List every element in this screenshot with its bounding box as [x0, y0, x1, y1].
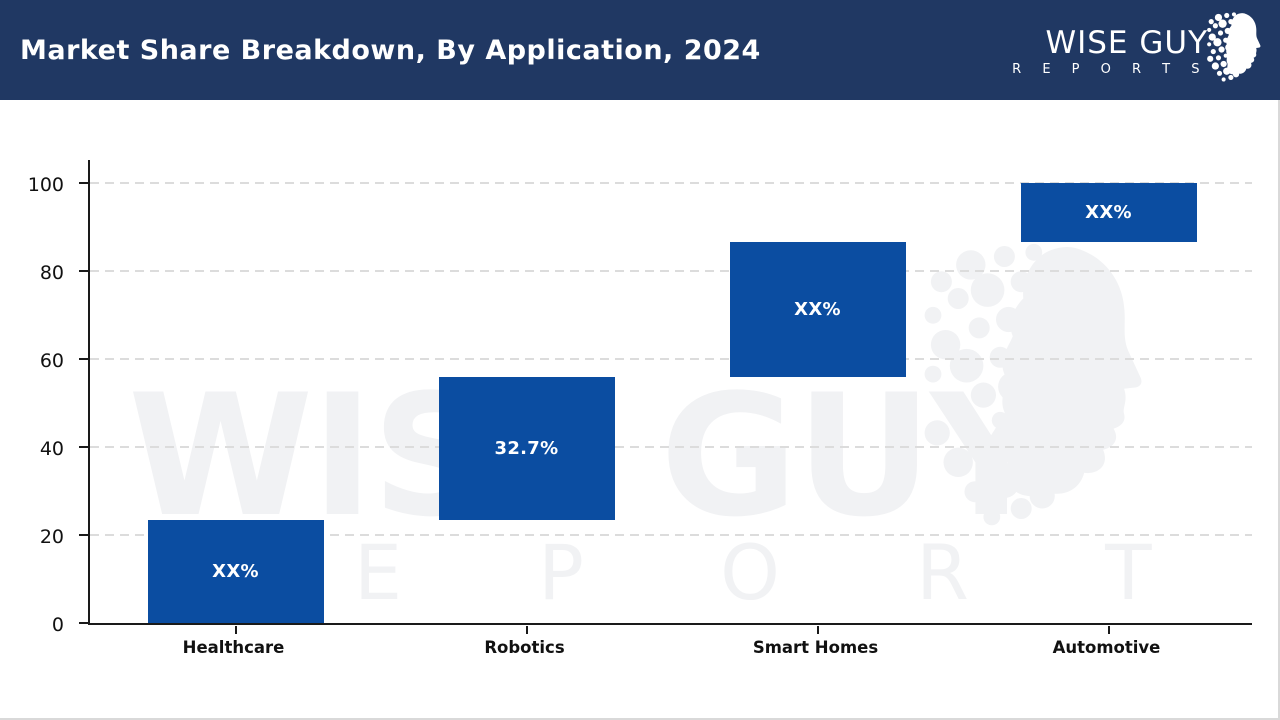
x-axis-labels: Healthcare Robotics Smart Homes Automotive	[88, 638, 1252, 668]
y-tick-80	[79, 269, 88, 272]
x-axis-label-healthcare: Healthcare	[182, 638, 285, 657]
x-axis-label-robotics: Robotics	[484, 638, 565, 657]
head-profile-icon	[1204, 8, 1266, 90]
logo-text: WISE GUY R E P O R T S	[1008, 27, 1208, 78]
bar-smart-homes: XX%	[729, 241, 906, 377]
gridline-80	[90, 270, 1252, 272]
y-tick-20	[79, 533, 88, 536]
x-tick-healthcare	[234, 626, 237, 634]
bar-healthcare: XX%	[147, 520, 324, 623]
chart-area: WISE GUY R E P O R T S 0 20 40 60 80 100 XX% 3…	[0, 100, 1280, 720]
x-tick-automotive	[1107, 626, 1110, 634]
y-tick-label-20: 20	[39, 526, 64, 548]
x-axis-label-automotive: Automotive	[1052, 638, 1161, 657]
y-axis-labels: 0 20 40 60 80 100	[0, 160, 80, 636]
logo-subtitle: R E P O R T S	[1012, 62, 1208, 78]
bar-value-label-automotive: XX%	[1085, 201, 1132, 223]
header-banner: Market Share Breakdown, By Application, …	[0, 0, 1280, 100]
bar-automotive: XX%	[1020, 183, 1197, 242]
y-tick-label-40: 40	[39, 438, 64, 460]
watermark-subtitle: R E P O R T S	[165, 528, 1280, 617]
plot-region: XX% 32.7% XX% XX%	[79, 160, 1252, 634]
gridline-40	[90, 446, 1252, 448]
y-tick-0	[79, 621, 88, 624]
gridline-20	[90, 534, 1252, 536]
page-title: Market Share Breakdown, By Application, …	[20, 34, 761, 66]
x-tick-robotics	[525, 626, 528, 634]
y-tick-100	[79, 181, 88, 184]
y-tick-40	[79, 445, 88, 448]
x-tick-smart-homes	[816, 626, 819, 634]
y-tick-label-100: 100	[27, 174, 64, 196]
logo-wordmark: WISE GUY	[1045, 24, 1208, 61]
bar-robotics: 32.7%	[438, 376, 615, 521]
y-tick-60	[79, 357, 88, 360]
y-tick-label-80: 80	[39, 262, 64, 284]
gridline-60	[90, 358, 1252, 360]
bar-value-label-smart-homes: XX%	[794, 298, 841, 320]
y-tick-label-60: 60	[39, 350, 64, 372]
x-axis-label-smart-homes: Smart Homes	[752, 638, 879, 657]
y-tick-label-0: 0	[51, 614, 64, 636]
wise-guy-logo: WISE GUY R E P O R T S	[1008, 8, 1266, 90]
bar-value-label-robotics: 32.7%	[494, 438, 559, 460]
gridline-100	[90, 182, 1252, 184]
bar-value-label-healthcare: XX%	[212, 561, 259, 583]
